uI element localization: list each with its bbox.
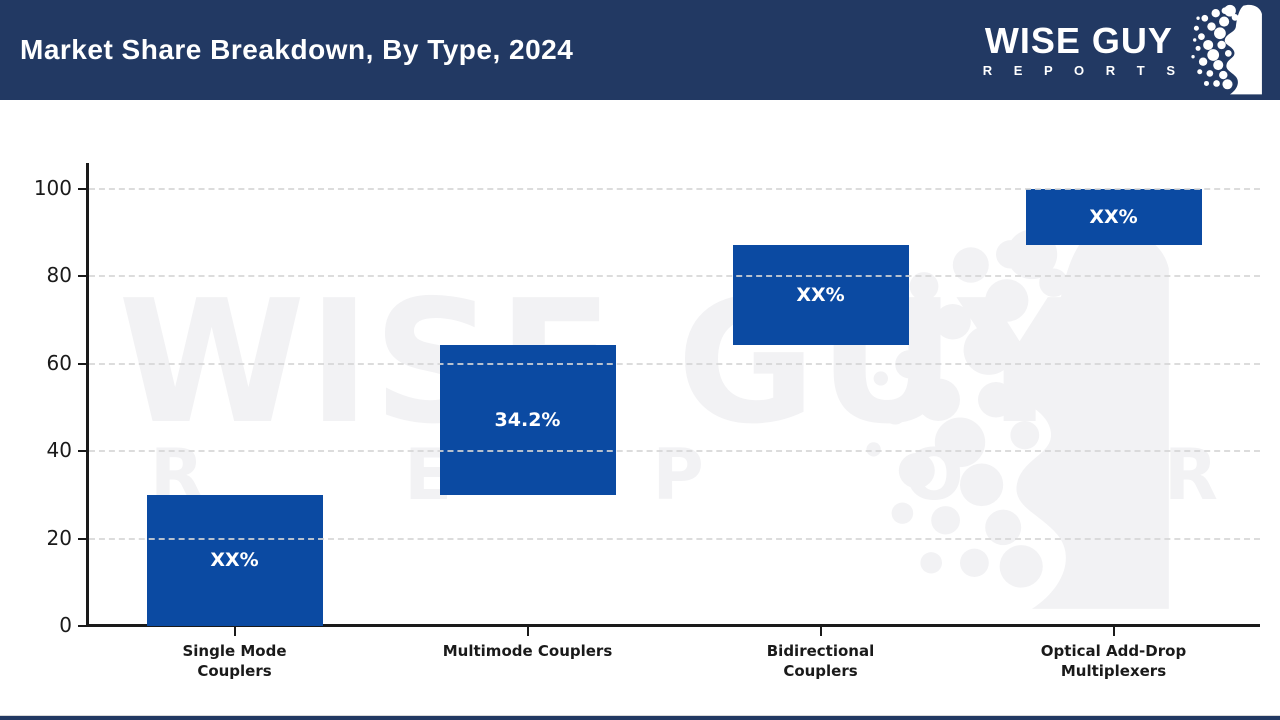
gridline: [89, 450, 1260, 452]
y-tick-label: 40: [46, 438, 72, 462]
footer-divider: [0, 715, 1280, 716]
y-tick-mark: [78, 537, 86, 540]
y-tick-label: 80: [46, 263, 72, 287]
bar-segment: XX%: [146, 494, 323, 626]
bar-value-label: 34.2%: [494, 408, 561, 431]
logo-text: WISE GUY R E P O R T S: [974, 19, 1184, 78]
logo-head-icon: [1191, 4, 1262, 95]
y-tick-mark: [78, 275, 86, 277]
y-tick-label: 0: [59, 613, 72, 637]
category-label: Single Mode Couplers: [182, 642, 287, 681]
category-label: Optical Add-Drop Multiplexers: [1040, 642, 1187, 681]
category-label: Multimode Couplers: [442, 642, 613, 660]
y-tick-mark: [78, 187, 86, 190]
footer-accent-bar: [0, 716, 1280, 720]
x-tick-mark: [1112, 627, 1115, 636]
logo-wordmark: WISE GUY: [984, 19, 1173, 61]
y-axis-line: [86, 163, 89, 627]
x-tick-mark: [819, 627, 822, 636]
x-axis-line: [86, 624, 1260, 627]
bar-segment: 34.2%: [439, 345, 616, 495]
bar-value-label: XX%: [796, 283, 845, 306]
y-tick-mark: [78, 362, 86, 365]
bar-segment: XX%: [732, 244, 909, 346]
gridline: [89, 187, 1260, 190]
y-tick-label: 60: [46, 350, 72, 375]
bar-value-label: XX%: [1089, 205, 1138, 228]
x-tick-mark: [233, 627, 236, 636]
chart-title: Market Share Breakdown, By Type, 2024: [20, 34, 574, 65]
header-bar: Market Share Breakdown, By Type, 2024 WI…: [0, 0, 1280, 100]
y-tick-mark: [78, 450, 86, 452]
y-tick-label: 20: [46, 525, 72, 550]
bar-value-label: XX%: [210, 549, 259, 572]
category-label: Bidirectional Couplers: [766, 642, 875, 681]
gridline: [89, 362, 1260, 365]
y-tick-mark: [78, 625, 86, 627]
y-tick-label: 100: [33, 175, 72, 200]
bar-segment: XX%: [1025, 188, 1202, 245]
x-tick-mark: [526, 627, 529, 636]
gridline: [89, 275, 1260, 277]
brand-logo: WISE GUY R E P O R T S: [974, 0, 1272, 100]
gridline: [89, 537, 1260, 540]
logo-subtext: R E P O R T S: [982, 62, 1184, 78]
